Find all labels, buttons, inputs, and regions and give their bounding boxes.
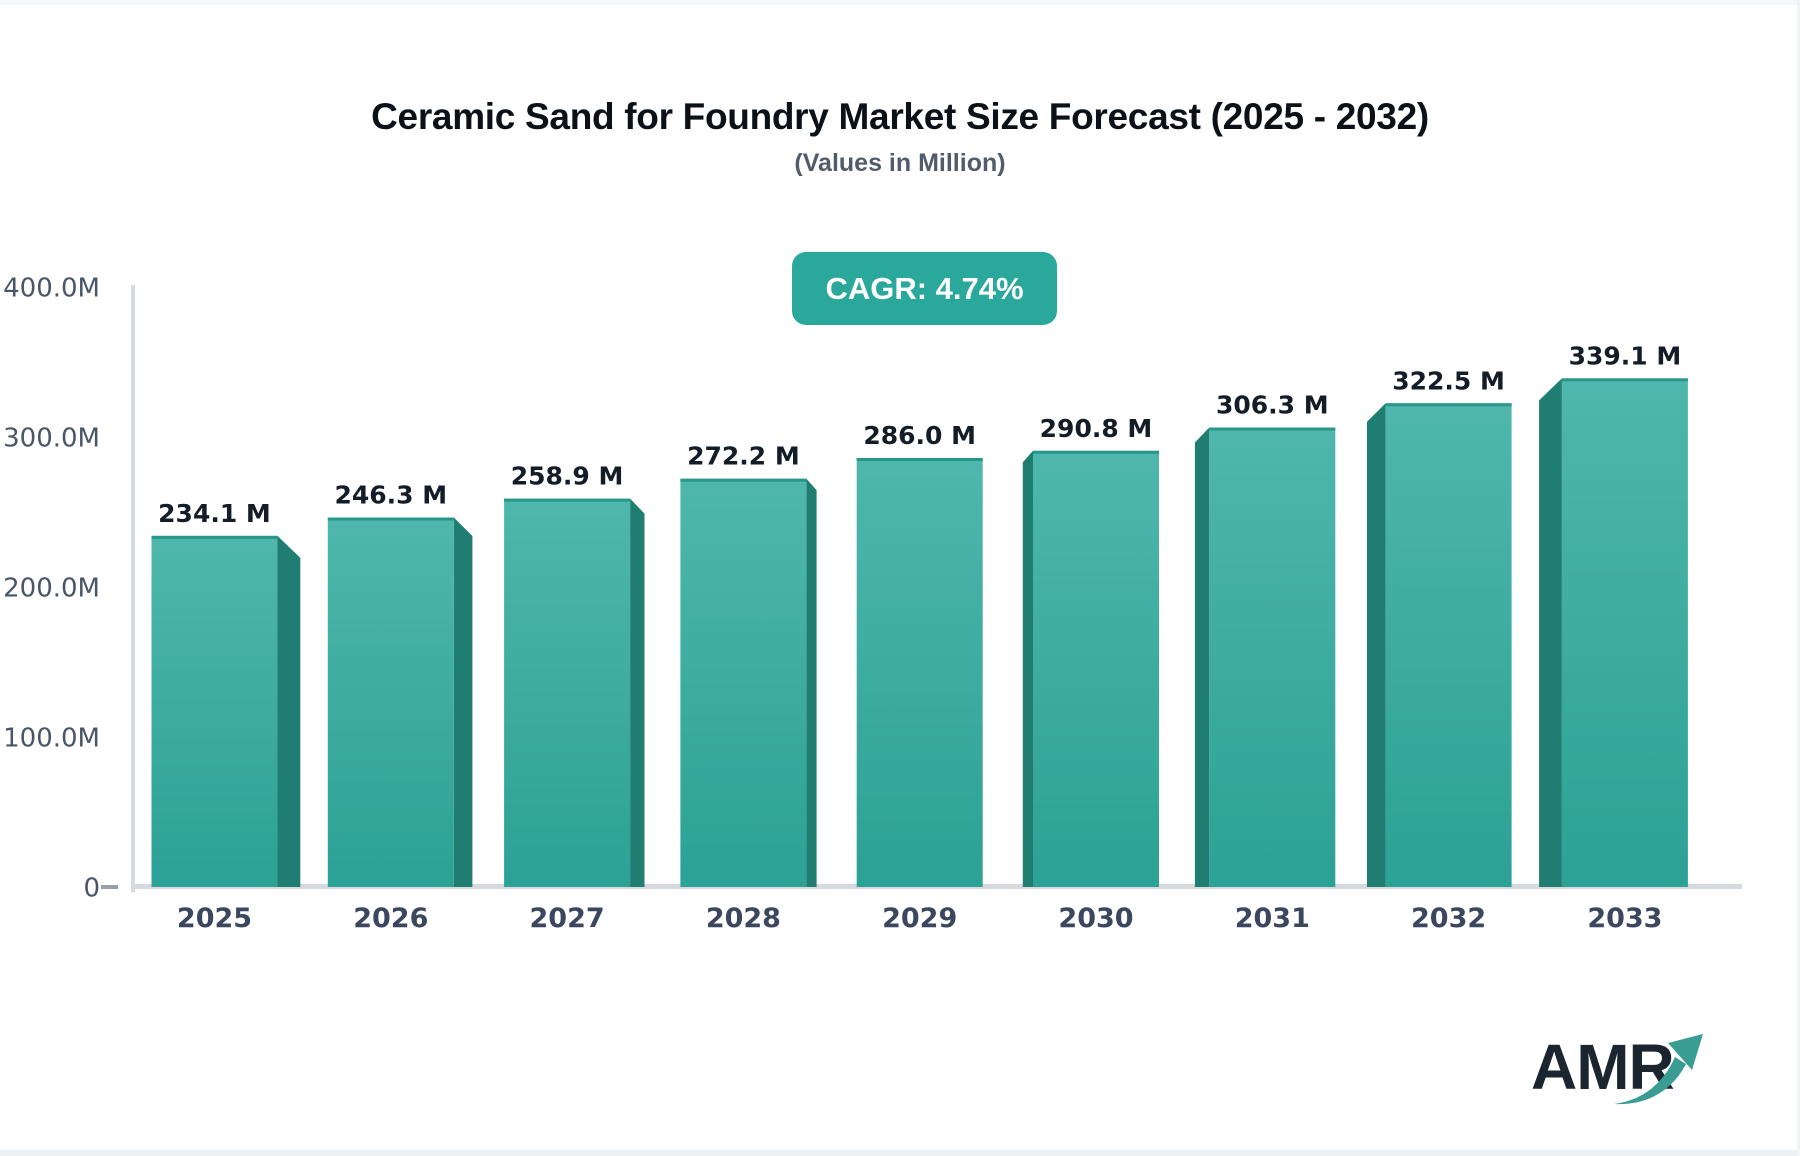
bar-value-label: 339.1 M <box>1569 341 1682 370</box>
cagr-badge-label: CAGR: 4.74% <box>825 270 1024 306</box>
bar-value-label: 258.9 M <box>511 462 624 491</box>
bar-top-edge <box>1033 450 1159 454</box>
bar-side-face <box>453 517 473 887</box>
y-axis-tick-label: 300.0M <box>3 424 100 454</box>
bar-face <box>1033 450 1159 887</box>
bar-side-face <box>630 498 645 887</box>
bar-top-edge <box>151 535 278 539</box>
bar-top-edge <box>327 517 454 521</box>
bar-group-2032: 322.5 M 2032 <box>1367 366 1512 934</box>
x-axis-category-label: 2029 <box>882 903 957 934</box>
page-top-border <box>0 0 1800 5</box>
bar-side-face <box>1022 450 1033 887</box>
bar-group-2029: 286.0 M 2029 <box>856 421 983 934</box>
bar-face <box>327 517 454 887</box>
bar-top-edge <box>1209 427 1336 431</box>
bar-side-face <box>277 535 301 887</box>
bar-face <box>856 458 983 887</box>
bar-top-edge <box>504 498 631 502</box>
bar-face <box>504 498 631 887</box>
x-axis-category-label: 2027 <box>530 903 605 934</box>
x-axis-category-label: 2025 <box>177 903 252 934</box>
x-axis-category-label: 2028 <box>706 903 781 934</box>
bar-group-2028: 272.2 M 2028 <box>680 442 817 934</box>
zero-tick-mark <box>101 885 118 889</box>
bar-value-label: 290.8 M <box>1040 414 1153 443</box>
y-axis-tick-label: 200.0M <box>3 574 100 604</box>
bar-face <box>1385 403 1512 887</box>
amr-logo-arrow-icon <box>1614 1034 1703 1105</box>
bar-group-2026: 246.3 M 2026 <box>327 481 473 934</box>
bar-top-edge <box>1561 378 1688 382</box>
bar-top-edge <box>680 478 807 482</box>
x-axis-category-label: 2033 <box>1587 903 1662 934</box>
bar-side-face <box>1367 403 1386 887</box>
x-axis-category-label: 2030 <box>1058 903 1133 934</box>
x-axis-category-label: 2026 <box>353 903 428 934</box>
bar-side-face <box>1194 427 1210 887</box>
chart-title: Ceramic Sand for Foundry Market Size For… <box>371 96 1429 137</box>
bar-group-2033: 339.1 M 2033 <box>1539 341 1688 934</box>
y-axis-tick-label: 100.0M <box>3 724 100 754</box>
bar-value-label: 286.0 M <box>863 421 976 450</box>
bar-top-edge <box>1385 403 1512 407</box>
x-axis-category-label: 2032 <box>1411 903 1486 934</box>
bar-face <box>680 478 807 887</box>
y-axis-line <box>131 285 135 892</box>
bar-face <box>151 535 278 887</box>
bar-side-face <box>806 478 817 887</box>
arrow-head <box>1668 1034 1703 1070</box>
y-axis-tick-label: 400.0M <box>3 274 100 304</box>
bar-group-2030: 290.8 M 2030 <box>1022 414 1159 934</box>
bar-value-label: 306.3 M <box>1216 391 1329 420</box>
bar-value-label: 246.3 M <box>334 481 447 510</box>
chart-subtitle: (Values in Million) <box>794 149 1006 177</box>
page-bottom-border <box>0 1150 1800 1156</box>
bar-face <box>1561 378 1688 887</box>
bar-side-face <box>1539 378 1562 887</box>
arrow-swoosh <box>1614 1057 1686 1105</box>
page-right-border <box>1797 0 1800 1156</box>
bar-group-2027: 258.9 M 2027 <box>504 462 645 934</box>
bar-top-edge <box>856 458 983 461</box>
bar-value-label: 272.2 M <box>687 442 800 471</box>
cagr-badge: CAGR: 4.74% <box>792 252 1057 325</box>
bar-value-label: 322.5 M <box>1392 366 1505 395</box>
bar-value-label: 234.1 M <box>158 499 271 528</box>
bar-group-2025: 234.1 M 2025 <box>151 499 301 934</box>
bar-group-2031: 306.3 M 2031 <box>1194 391 1336 934</box>
bar-face <box>1209 427 1336 887</box>
y-axis-tick-label: 0 <box>83 874 100 904</box>
x-axis-category-label: 2031 <box>1235 903 1310 934</box>
